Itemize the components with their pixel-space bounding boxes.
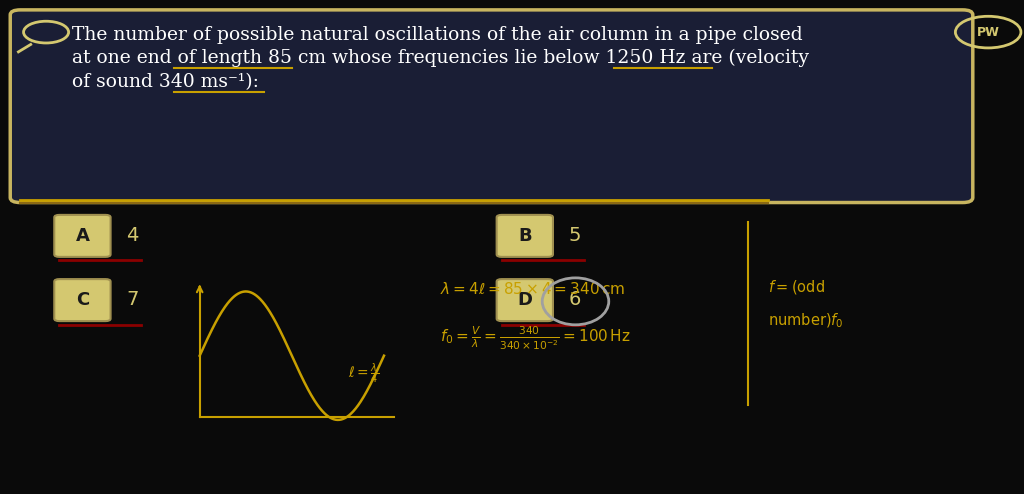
Text: $f = \left(\mathrm{odd}\right.$: $f = \left(\mathrm{odd}\right.$ xyxy=(768,278,825,295)
FancyBboxPatch shape xyxy=(54,279,111,321)
Text: 4: 4 xyxy=(126,226,138,245)
Text: 5: 5 xyxy=(568,226,581,245)
Text: at one end of length 85 cm whose frequencies lie below 1250 Hz are (velocity: at one end of length 85 cm whose frequen… xyxy=(72,49,809,67)
Text: 6: 6 xyxy=(568,290,581,309)
Text: $\left.\mathrm{number}\right) f_0$: $\left.\mathrm{number}\right) f_0$ xyxy=(768,312,844,330)
Text: The number of possible natural oscillations of the air column in a pipe closed: The number of possible natural oscillati… xyxy=(72,26,803,43)
FancyBboxPatch shape xyxy=(54,215,111,257)
FancyBboxPatch shape xyxy=(497,279,553,321)
Text: $f_0 = \frac{V}{\lambda} = \frac{340}{340\times10^{-2}} = 100\,\mathrm{Hz}$: $f_0 = \frac{V}{\lambda} = \frac{340}{34… xyxy=(440,325,631,352)
Text: C: C xyxy=(76,291,89,309)
Text: PW: PW xyxy=(977,26,999,39)
Text: B: B xyxy=(518,227,531,245)
Text: of sound 340 ms⁻¹):: of sound 340 ms⁻¹): xyxy=(72,73,258,91)
FancyBboxPatch shape xyxy=(10,10,973,203)
Text: $\ell = \frac{\lambda}{4}$: $\ell = \frac{\lambda}{4}$ xyxy=(348,361,379,385)
Text: $\lambda = 4\ell = 85\times4 = 340\,\mathrm{cm}$: $\lambda = 4\ell = 85\times4 = 340\,\mat… xyxy=(440,281,626,297)
FancyBboxPatch shape xyxy=(497,215,553,257)
Text: D: D xyxy=(517,291,532,309)
Text: 7: 7 xyxy=(126,290,138,309)
Text: A: A xyxy=(76,227,89,245)
